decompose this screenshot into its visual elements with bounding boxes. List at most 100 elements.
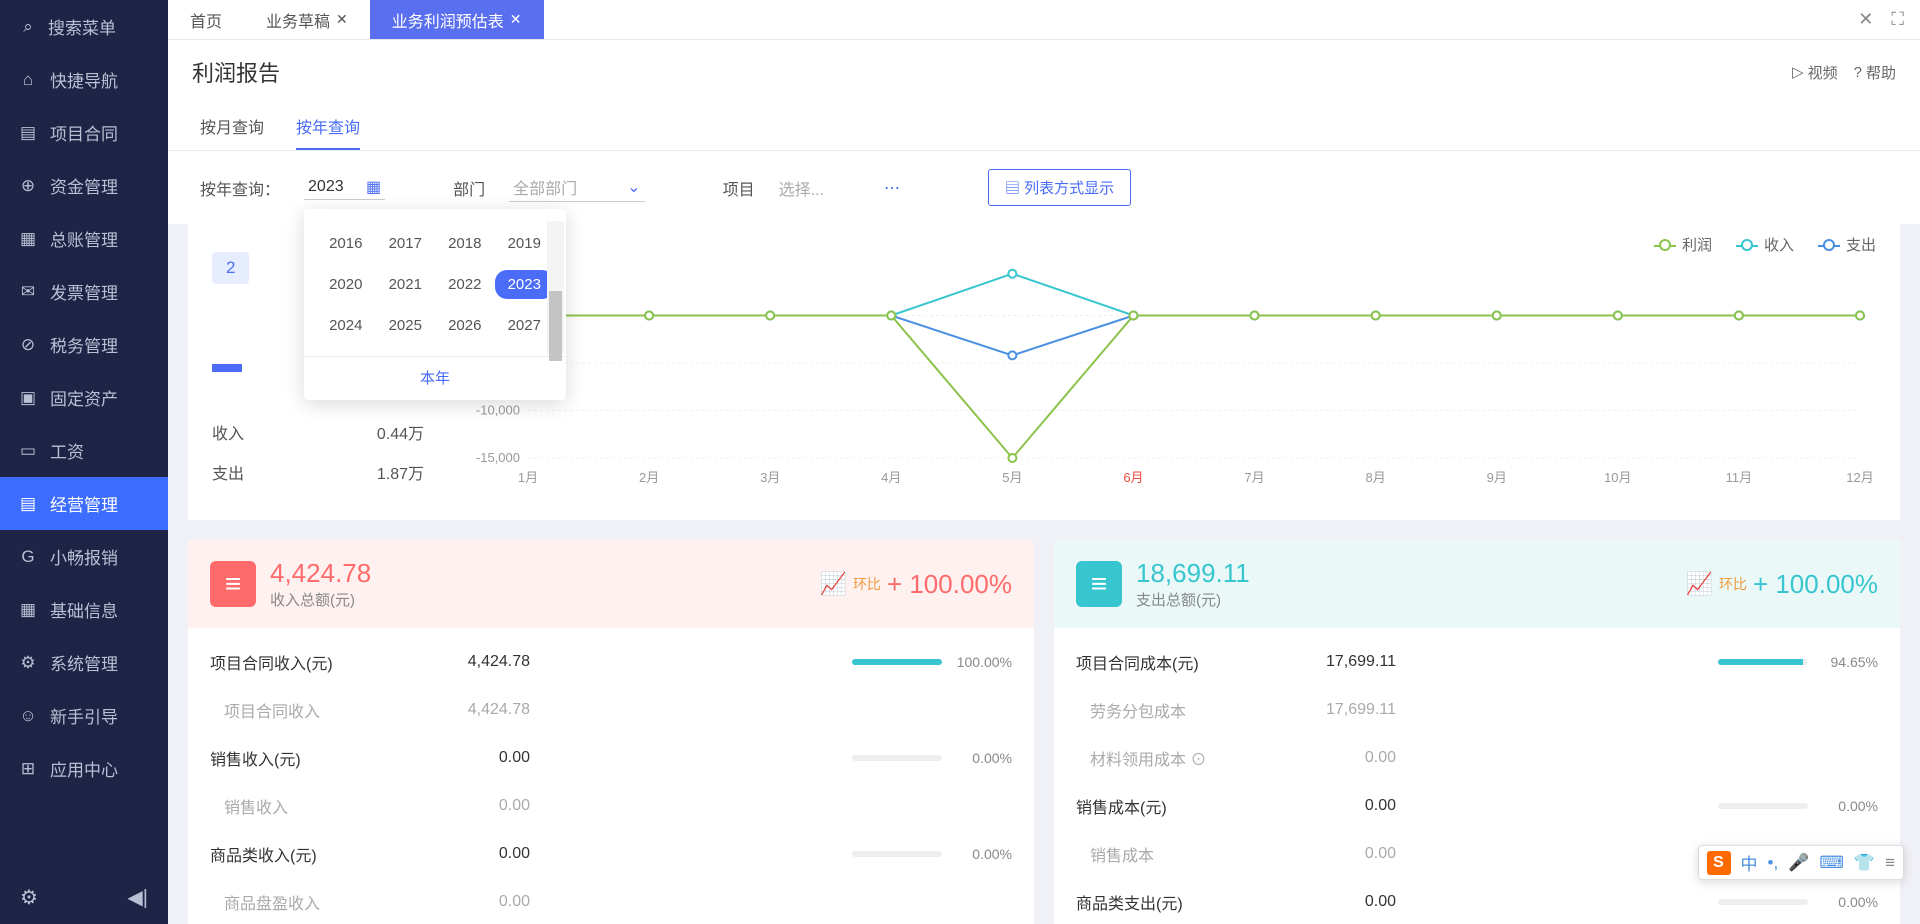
nav-icon: ✉: [18, 282, 38, 302]
year-option-2019[interactable]: 2019: [495, 229, 555, 258]
svg-text:8月: 8月: [1366, 470, 1386, 485]
close-icon[interactable]: ✕: [336, 11, 348, 28]
svg-text:6月: 6月: [1123, 470, 1143, 485]
ime-mic-icon[interactable]: 🎤: [1788, 853, 1809, 873]
ime-toolbar[interactable]: S 中 •, 🎤 ⌨ 👕 ≡: [1698, 845, 1905, 880]
year-option-2018[interactable]: 2018: [435, 229, 495, 258]
year-option-2016[interactable]: 2016: [316, 229, 376, 258]
fullscreen-icon[interactable]: ⛶: [1891, 9, 1904, 30]
kpi-head: ≡ 4,424.78 收入总额(元) 📈 环比 + 100.00%: [188, 540, 1034, 628]
kpi-line-label: 销售成本: [1076, 842, 1256, 866]
year-option-2027[interactable]: 2027: [495, 311, 555, 340]
kpi-line: 商品类收入(元)0.000.00%: [210, 830, 1012, 878]
nav-icon: ☺: [18, 706, 38, 726]
kpi-icon: ≡: [1076, 561, 1122, 607]
year-option-2017[interactable]: 2017: [376, 229, 436, 258]
video-link[interactable]: ▷ 视频: [1792, 62, 1838, 83]
kpi-line-value: 17,699.11: [1256, 653, 1396, 671]
nav-icon: ▣: [18, 388, 38, 408]
kpi-amount: 4,424.78: [270, 558, 371, 589]
sidebar-item-新手引导[interactable]: ☺新手引导: [0, 689, 168, 742]
qtab-按月查询[interactable]: 按月查询: [200, 104, 264, 150]
kpi-line-value: 0.00: [1256, 893, 1396, 911]
nav-icon: G: [18, 547, 38, 567]
kpi-icon: ≡: [210, 561, 256, 607]
kpi-subtitle: 收入总额(元): [270, 589, 371, 610]
kpi-line: 销售收入(元)0.000.00%: [210, 734, 1012, 782]
ime-lang-icon[interactable]: 中: [1741, 850, 1758, 875]
list-mode-button[interactable]: ▤ 列表方式显示: [988, 169, 1131, 206]
search-icon: ⌕: [18, 17, 38, 37]
sidebar-item-应用中心[interactable]: ⊞应用中心: [0, 742, 168, 795]
settings-icon[interactable]: ⚙: [20, 885, 38, 910]
progress-bar: [1718, 803, 1808, 809]
collapse-icon[interactable]: ◀|: [127, 885, 148, 910]
trend-up-icon: 📈: [1686, 571, 1713, 597]
sidebar-item-经营管理[interactable]: ▤经营管理: [0, 477, 168, 530]
close-icon[interactable]: ✕: [510, 11, 522, 28]
calendar-icon[interactable]: ▦: [366, 177, 381, 197]
kpi-line-pct: 0.00%: [1818, 894, 1878, 910]
sidebar-item-小畅报销[interactable]: G小畅报销: [0, 530, 168, 583]
year-option-2026[interactable]: 2026: [435, 311, 495, 340]
year-option-2021[interactable]: 2021: [376, 270, 436, 299]
year-option-2023[interactable]: 2023: [495, 270, 555, 299]
dept-select[interactable]: 全部部门 ⌄: [509, 173, 644, 202]
tab-业务草稿[interactable]: 业务草稿 ✕: [244, 0, 370, 39]
side-stat: 收入0.44万: [212, 412, 424, 452]
nav-icon: ⊘: [18, 335, 38, 355]
tab-业务利润预估表[interactable]: 业务利润预估表✕: [370, 0, 544, 39]
sidebar: ⌕ 搜索菜单 ⌂快捷导航▤项目合同⊕资金管理▦总账管理✉发票管理 ⊘ 税务管理 ▣固定…: [0, 0, 168, 924]
ime-logo-icon: S: [1707, 851, 1731, 875]
filter-bar: 按年查询： 2023 ▦ 201620172018201920202021202…: [168, 151, 1920, 224]
sidebar-item-工资[interactable]: ▭工资: [0, 424, 168, 477]
tab-label: 业务草稿: [266, 8, 330, 32]
year-option-2025[interactable]: 2025: [376, 311, 436, 340]
sidebar-item-固定资产[interactable]: ▣固定资产: [0, 371, 168, 424]
help-link[interactable]: ? 帮助: [1854, 62, 1896, 83]
year-picker-this-year[interactable]: 本年: [304, 356, 566, 388]
sidebar-item-总账管理[interactable]: ▦总账管理: [0, 212, 168, 265]
kpi-line-sub: 商品盘盈收入0.00: [210, 878, 1012, 924]
kpi-pct-label: 环比: [853, 574, 881, 594]
sidebar-item-发票管理[interactable]: ✉发票管理: [0, 265, 168, 318]
page-title: 利润报告: [192, 56, 280, 88]
sidebar-item-项目合同[interactable]: ▤项目合同: [0, 106, 168, 159]
year-picker: 2016201720182019 2020202120222023 20242025…: [304, 209, 566, 400]
qtab-按年查询[interactable]: 按年查询: [296, 104, 360, 150]
year-option-2022[interactable]: 2022: [435, 270, 495, 299]
year-option-2020[interactable]: 2020: [316, 270, 376, 299]
sidebar-item-label: 税务管理: [50, 332, 118, 357]
sidebar-search-label: 搜索菜单: [48, 14, 116, 39]
kpi-line-value: 0.00: [1256, 845, 1396, 863]
kpi-line-value: 0.00: [1256, 797, 1396, 815]
sidebar-search[interactable]: ⌕ 搜索菜单: [0, 0, 168, 53]
kpi-line-value: 0.00: [390, 749, 530, 767]
sidebar-item-基础信息[interactable]: ▦基础信息: [0, 583, 168, 636]
chevron-down-icon: ⌄: [627, 177, 640, 197]
year-option-2024[interactable]: 2024: [316, 311, 376, 340]
sidebar-item-快捷导航[interactable]: ⌂快捷导航: [0, 53, 168, 106]
proj-placeholder: 选择...: [779, 176, 824, 200]
year-input[interactable]: 2023 ▦ 201620172018201920202021202220232…: [304, 175, 385, 200]
year-picker-scrollbar[interactable]: [547, 221, 564, 354]
kpi-line-value: 4,424.78: [390, 701, 530, 719]
tab-首页[interactable]: 首页: [168, 0, 244, 39]
ime-menu-icon[interactable]: ≡: [1885, 853, 1895, 873]
legend-marker: [1818, 240, 1840, 250]
ime-punct-icon[interactable]: •,: [1768, 853, 1779, 873]
kpi-line-value: 4,424.78: [390, 653, 530, 671]
svg-text:-10,000: -10,000: [476, 403, 520, 418]
sidebar-item-label: 系统管理: [50, 650, 118, 675]
sidebar-item-税务管理[interactable]: ⊘ 税务管理: [0, 318, 168, 371]
ime-skin-icon[interactable]: 👕: [1854, 853, 1875, 873]
kpi-line-value: 0.00: [390, 893, 530, 911]
sidebar-item-label: 资金管理: [50, 173, 118, 198]
proj-select[interactable]: 选择... ⋯: [779, 176, 900, 200]
sidebar-item-label: 项目合同: [50, 120, 118, 145]
kpi-subtitle: 支出总额(元): [1136, 589, 1250, 610]
sidebar-item-系统管理[interactable]: ⚙系统管理: [0, 636, 168, 689]
sidebar-item-资金管理[interactable]: ⊕资金管理: [0, 159, 168, 212]
tab-close-all-icon[interactable]: ✕: [1858, 9, 1873, 30]
ime-keyboard-icon[interactable]: ⌨: [1819, 853, 1844, 873]
